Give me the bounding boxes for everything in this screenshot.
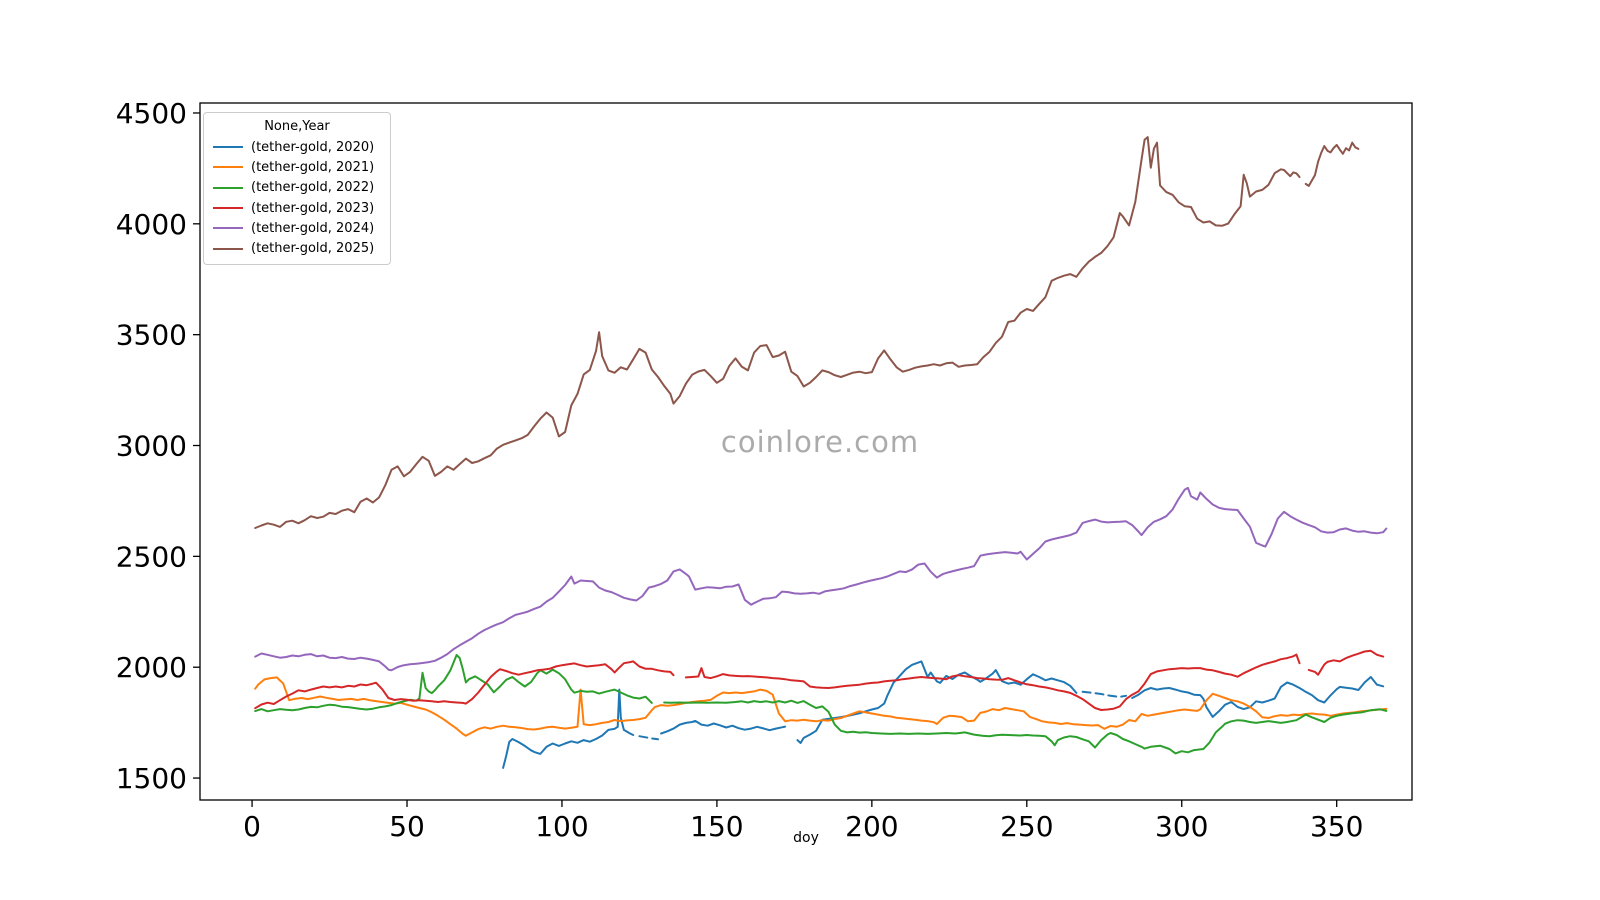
series-line-2020 (796, 660, 1078, 744)
legend-item: (tether-gold, 2024) (204, 218, 390, 238)
x-tick-label: 0 (243, 810, 261, 843)
x-tick-label: 300 (1155, 810, 1208, 843)
x-tick-label: 50 (389, 810, 425, 843)
y-tick-label: 2000 (116, 651, 187, 684)
series-line-2023 (684, 653, 1301, 711)
x-tick-label: 350 (1310, 810, 1363, 843)
x-axis-title: doy (793, 830, 819, 846)
series-line-2020 (1081, 690, 1127, 698)
legend-box: None,Year (tether-gold, 2020) (tether-gol… (203, 112, 391, 265)
series-line-2025 (254, 136, 1301, 529)
series-line-2022 (254, 654, 653, 713)
series-line-2022 (663, 699, 1388, 755)
legend-line-swatch (213, 227, 243, 230)
legend-line-swatch (213, 207, 243, 210)
legend-line-swatch (213, 146, 243, 149)
x-tick-label: 100 (535, 810, 588, 843)
watermark-text: coinlore.com (720, 425, 920, 459)
series-line-2025 (1304, 141, 1360, 187)
plot-border (199, 102, 1413, 801)
legend-item-label: (tether-gold, 2025) (251, 241, 375, 257)
y-tick-label: 4500 (116, 97, 187, 130)
legend-item: (tether-gold, 2020) (204, 137, 390, 157)
legend-item-label: (tether-gold, 2024) (251, 220, 375, 236)
series-line-2020 (1131, 676, 1385, 718)
legend-title: None,Year (264, 119, 330, 134)
legend-item: (tether-gold, 2022) (204, 178, 390, 198)
legend-item-label: (tether-gold, 2020) (251, 139, 375, 155)
legend-item-label: (tether-gold, 2023) (251, 200, 375, 216)
legend-item-label: (tether-gold, 2021) (251, 159, 375, 175)
legend-line-swatch (213, 186, 243, 189)
legend-line-swatch (213, 247, 243, 250)
x-tick-label: 200 (845, 810, 898, 843)
y-tick-label: 1500 (116, 762, 187, 795)
y-tick-label: 4000 (116, 208, 187, 241)
y-tick-label: 3500 (116, 319, 187, 352)
y-tick-label: 3000 (116, 430, 187, 463)
legend-item: (tether-gold, 2023) (204, 198, 390, 218)
x-tick-label: 150 (690, 810, 743, 843)
legend-line-swatch (213, 166, 243, 169)
series-line-2020 (502, 688, 635, 769)
x-tick-label: 250 (1000, 810, 1053, 843)
series-line-2024 (254, 486, 1388, 672)
legend-item: (tether-gold, 2025) (204, 238, 390, 258)
series-line-2023 (254, 660, 675, 710)
series-line-2020 (638, 735, 659, 741)
legend-item: (tether-gold, 2021) (204, 157, 390, 177)
series-line-2020 (660, 719, 787, 735)
y-tick-label: 2500 (116, 540, 187, 573)
legend-item-label: (tether-gold, 2022) (251, 180, 375, 196)
series-line-2023 (1307, 649, 1385, 676)
series-line-2021 (254, 676, 1388, 737)
